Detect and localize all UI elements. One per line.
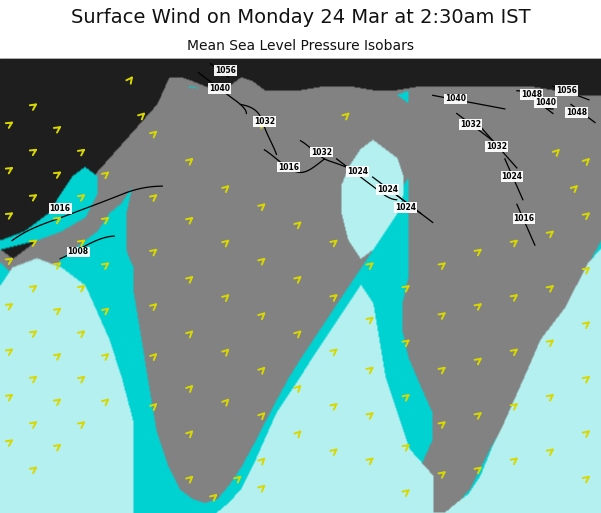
Text: 1048: 1048	[520, 90, 542, 99]
Text: 1032: 1032	[486, 142, 507, 151]
Text: 1016: 1016	[50, 204, 70, 213]
Text: 1016: 1016	[514, 214, 534, 223]
Text: 1056: 1056	[215, 66, 236, 75]
Text: Mean Sea Level Pressure Isobars: Mean Sea Level Pressure Isobars	[187, 39, 414, 53]
Text: 1040: 1040	[209, 84, 230, 93]
Text: 1024: 1024	[377, 185, 398, 194]
Text: 1024: 1024	[347, 167, 368, 176]
Text: 1032: 1032	[254, 117, 275, 126]
Text: 1024: 1024	[502, 172, 522, 181]
Text: 1016: 1016	[278, 163, 299, 171]
Text: 1040: 1040	[535, 97, 556, 107]
Text: 1008: 1008	[67, 247, 89, 256]
Text: 1040: 1040	[445, 94, 466, 104]
Text: 1048: 1048	[566, 108, 588, 117]
Text: 1032: 1032	[460, 120, 481, 129]
Text: 1056: 1056	[557, 86, 577, 95]
Text: Surface Wind on Monday 24 Mar at 2:30am IST: Surface Wind on Monday 24 Mar at 2:30am …	[71, 8, 530, 27]
Text: 1024: 1024	[395, 204, 416, 212]
Text: 1032: 1032	[311, 148, 332, 156]
